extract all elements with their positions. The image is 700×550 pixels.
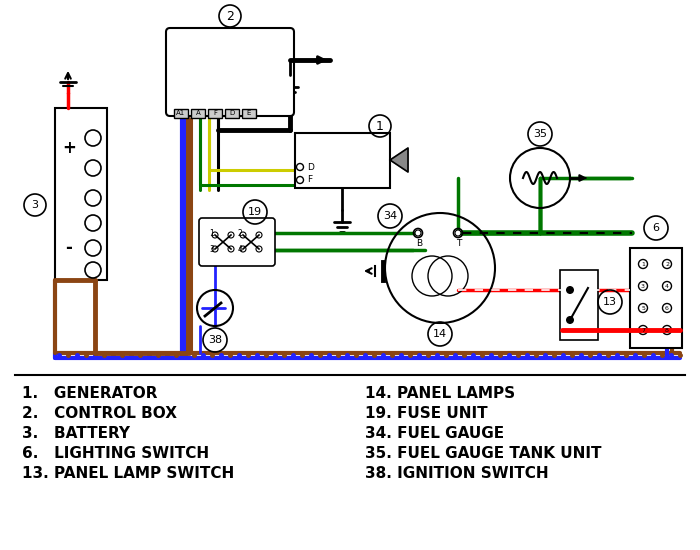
Text: 14. PANEL LAMPS: 14. PANEL LAMPS: [365, 386, 515, 400]
Text: T: T: [456, 239, 462, 248]
Bar: [191, 109, 205, 118]
Text: 38. IGNITION SWITCH: 38. IGNITION SWITCH: [365, 465, 549, 481]
Bar: [560, 270, 598, 340]
Text: A1: A1: [176, 110, 186, 116]
Text: 35: 35: [533, 129, 547, 139]
Text: 14: 14: [433, 329, 447, 339]
Text: 2: 2: [665, 261, 669, 267]
Bar: [55, 108, 107, 280]
Text: 2.   CONTROL BOX: 2. CONTROL BOX: [22, 405, 177, 421]
Text: 1: 1: [376, 119, 384, 133]
Text: 34. FUEL GAUGE: 34. FUEL GAUGE: [365, 426, 504, 441]
Text: 38: 38: [208, 335, 222, 345]
Text: 19. FUSE UNIT: 19. FUSE UNIT: [365, 405, 488, 421]
Text: B: B: [416, 239, 422, 248]
Bar: [242, 109, 256, 118]
Text: 1.   GENERATOR: 1. GENERATOR: [22, 386, 158, 400]
Bar: [208, 109, 222, 118]
Text: 1: 1: [641, 261, 645, 267]
Text: 5: 5: [641, 305, 645, 311]
Polygon shape: [390, 148, 408, 172]
Text: 2: 2: [226, 9, 234, 23]
Text: 2: 2: [237, 229, 242, 239]
Text: +: +: [62, 139, 76, 157]
Text: 3: 3: [209, 245, 214, 255]
FancyBboxPatch shape: [166, 28, 294, 116]
Bar: [225, 109, 239, 118]
Text: 3: 3: [641, 283, 645, 289]
Bar: [174, 109, 188, 118]
FancyBboxPatch shape: [199, 218, 275, 266]
Text: -: -: [66, 239, 72, 257]
Bar: [630, 248, 682, 348]
Text: 1: 1: [209, 229, 214, 239]
Text: A: A: [195, 110, 200, 116]
Bar: [295, 133, 390, 188]
Text: F: F: [213, 110, 217, 116]
Circle shape: [566, 286, 574, 294]
Text: 35. FUEL GAUGE TANK UNIT: 35. FUEL GAUGE TANK UNIT: [365, 446, 601, 460]
Text: 19: 19: [248, 207, 262, 217]
Text: 13. PANEL LAMP SWITCH: 13. PANEL LAMP SWITCH: [22, 465, 235, 481]
Text: 3: 3: [32, 200, 38, 210]
Text: 34: 34: [383, 211, 397, 221]
Text: F: F: [307, 175, 312, 184]
Text: 6.   LIGHTING SWITCH: 6. LIGHTING SWITCH: [22, 446, 209, 460]
Text: 4: 4: [665, 283, 669, 289]
Text: 4: 4: [237, 245, 242, 255]
Text: E: E: [247, 110, 251, 116]
Text: 6: 6: [665, 305, 669, 311]
Text: 6: 6: [652, 223, 659, 233]
Text: 8: 8: [665, 327, 669, 333]
Circle shape: [455, 230, 461, 236]
Text: 13: 13: [603, 297, 617, 307]
Circle shape: [415, 230, 421, 236]
Text: D: D: [230, 110, 235, 116]
Text: 3.   BATTERY: 3. BATTERY: [22, 426, 130, 441]
Circle shape: [566, 316, 574, 324]
Text: D: D: [307, 162, 314, 172]
Text: 7: 7: [641, 327, 645, 333]
